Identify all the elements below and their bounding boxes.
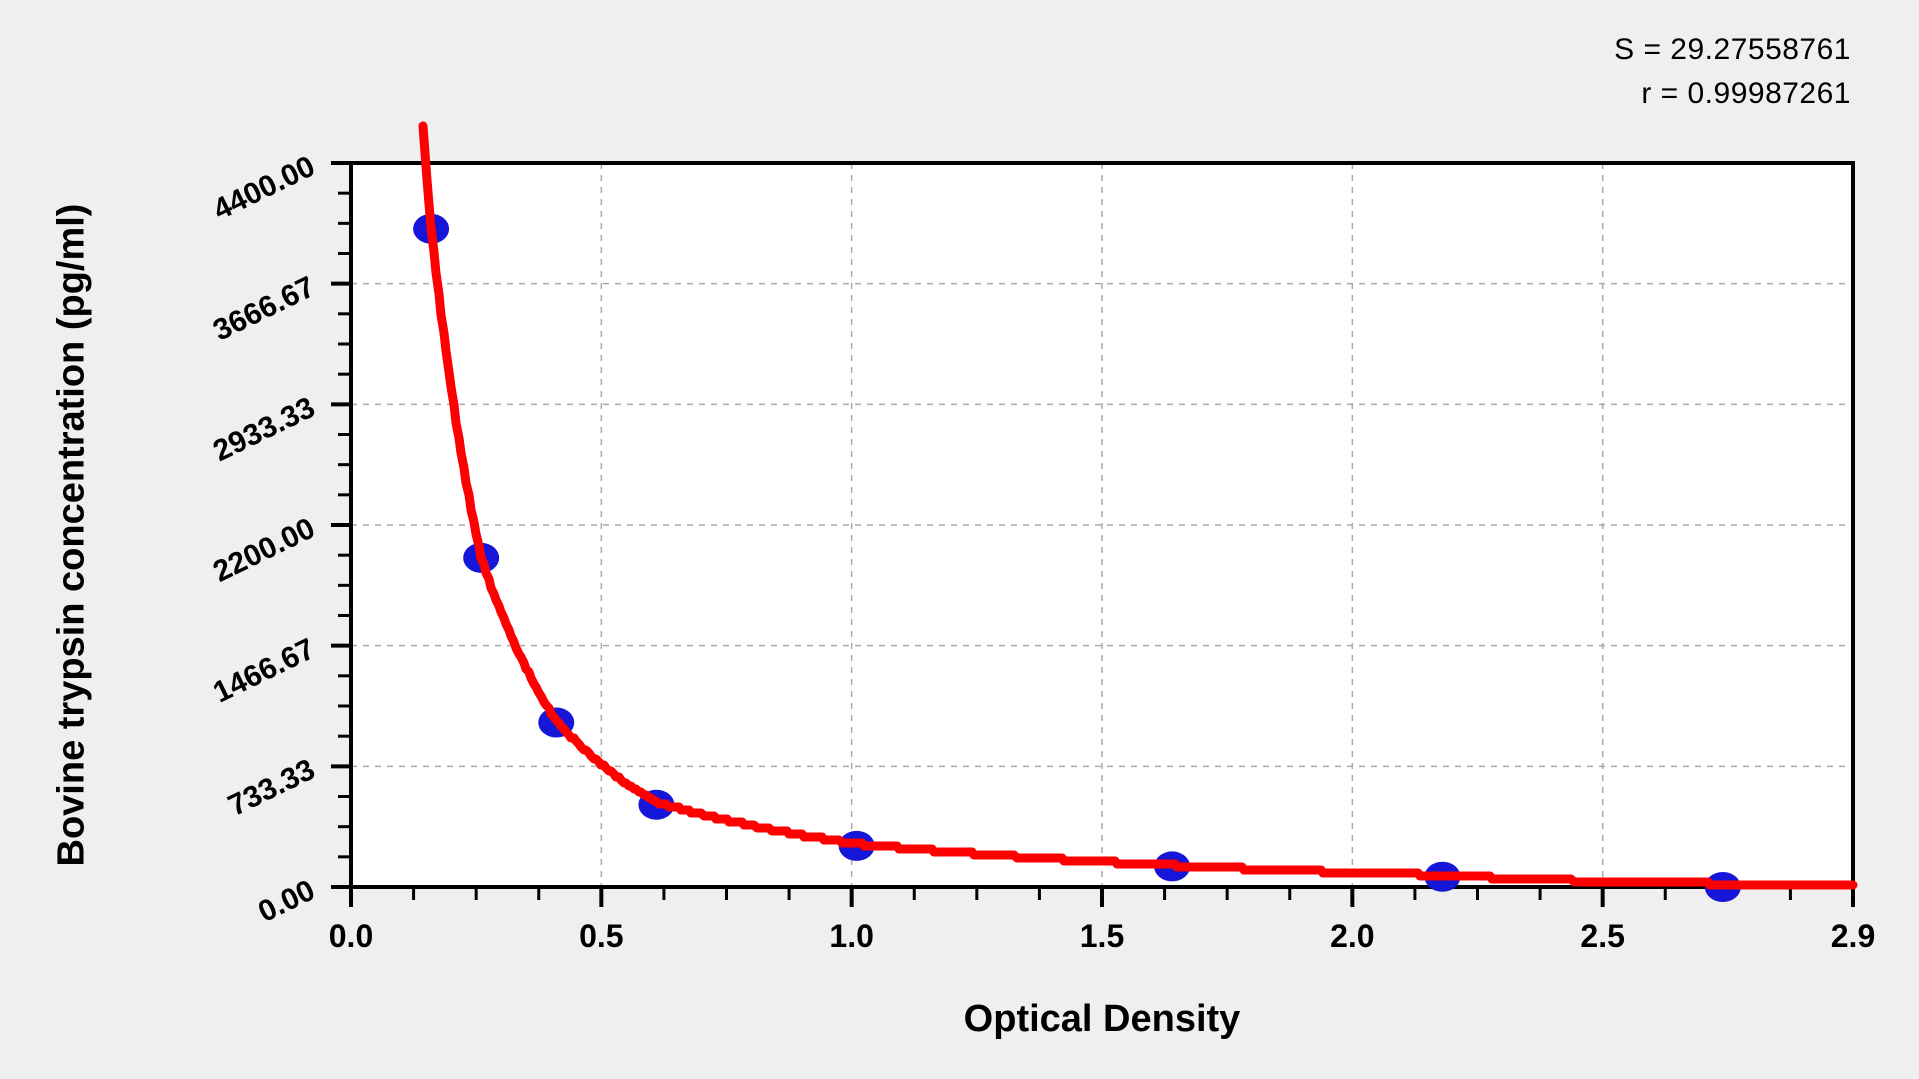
x-tick-label: 2.0 bbox=[1330, 918, 1374, 954]
y-tick-label: 2933.33 bbox=[208, 391, 320, 468]
fit-statistics: S = 29.27558761 r = 0.99987261 bbox=[1614, 28, 1851, 116]
x-tick-label: 0.0 bbox=[329, 918, 373, 954]
plot-frame bbox=[349, 161, 1855, 889]
fit-s-value: S = 29.27558761 bbox=[1614, 33, 1851, 66]
y-tick-label: 0.00 bbox=[253, 874, 320, 929]
x-tick-label: 0.5 bbox=[579, 918, 623, 954]
fit-r-value: r = 0.99987261 bbox=[1641, 77, 1851, 110]
y-tick-label: 3666.67 bbox=[208, 270, 320, 347]
fit-curve bbox=[418, 121, 1858, 890]
x-axis-title: Optical Density bbox=[963, 998, 1241, 1040]
grid-lines bbox=[351, 163, 1853, 887]
y-tick-label: 4400.00 bbox=[208, 150, 320, 227]
y-tick-labels: 0.00 733.33 1466.67 2200.00 2933.33 3666.67 44… bbox=[208, 150, 320, 929]
x-tick-label: 1.5 bbox=[1080, 918, 1124, 954]
x-tick-label: 1.0 bbox=[829, 918, 873, 954]
y-tick-label: 733.33 bbox=[223, 753, 320, 823]
x-tick-label: 2.9 bbox=[1831, 918, 1875, 954]
y-tick-label: 2200.00 bbox=[208, 512, 320, 589]
x-tick-label: 2.5 bbox=[1580, 918, 1624, 954]
x-tick-labels: 0.0 0.5 1.0 1.5 2.0 2.5 2.9 bbox=[329, 918, 1875, 954]
y-tick-label: 1466.67 bbox=[208, 632, 320, 709]
